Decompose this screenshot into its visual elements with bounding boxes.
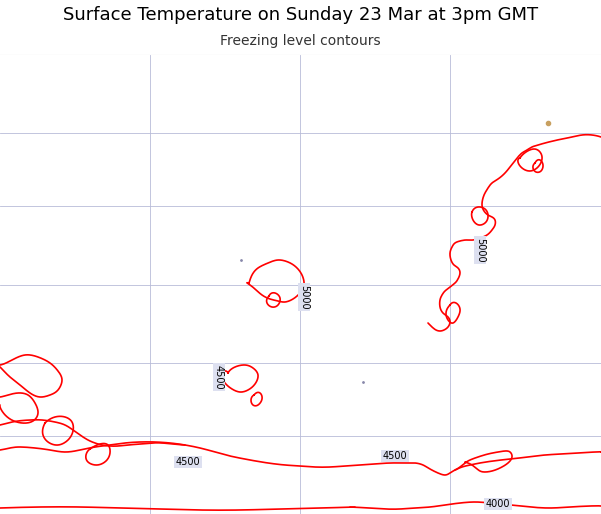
Text: 4000: 4000 xyxy=(486,499,510,509)
Text: 4500: 4500 xyxy=(214,365,224,389)
Text: Freezing level contours: Freezing level contours xyxy=(220,34,381,48)
Text: 5000: 5000 xyxy=(475,237,485,262)
Text: 4500: 4500 xyxy=(175,457,200,467)
Text: Surface Temperature on Sunday 23 Mar at 3pm GMT: Surface Temperature on Sunday 23 Mar at … xyxy=(63,6,538,24)
Text: 4500: 4500 xyxy=(383,451,407,461)
Text: 5000: 5000 xyxy=(299,285,309,309)
